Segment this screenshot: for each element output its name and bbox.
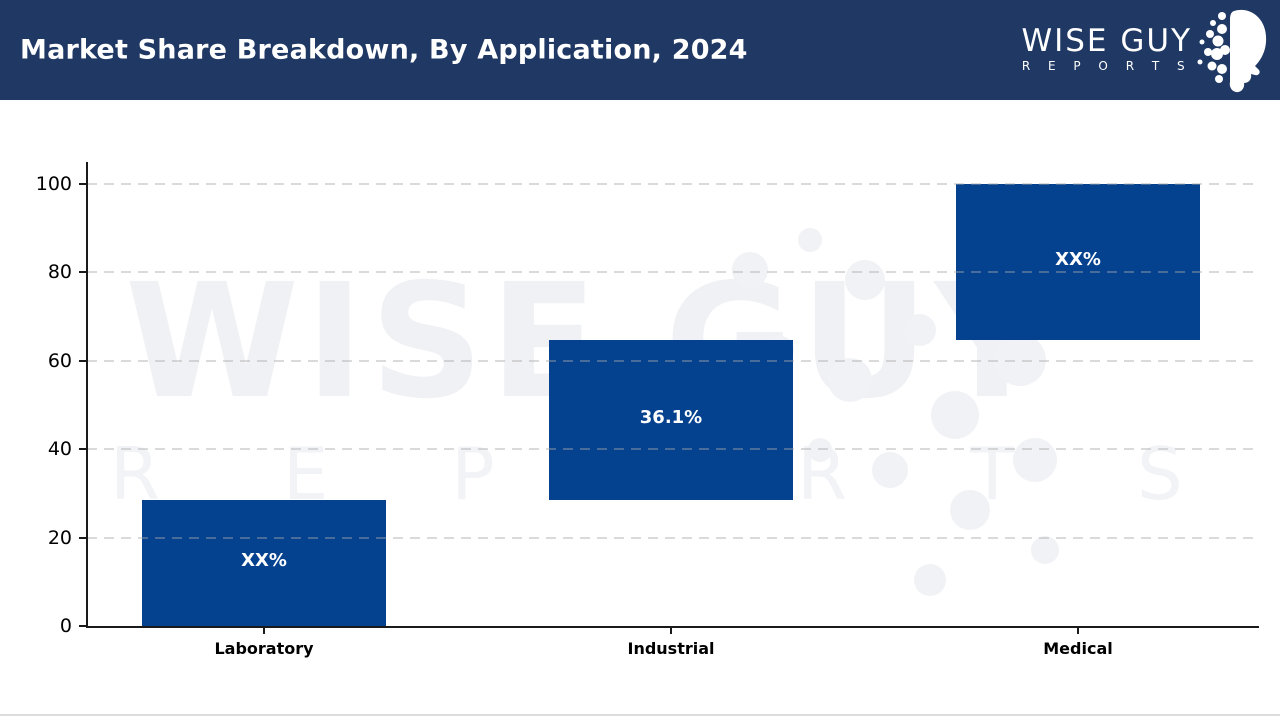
x-tick-laboratory (263, 628, 265, 634)
grid-layer (0, 100, 1280, 720)
axes-layer (0, 100, 1280, 720)
y-tick-label-80: 80 (47, 261, 72, 284)
bar-industrial (549, 340, 793, 500)
y-tick-label-20: 20 (47, 526, 72, 549)
x-axis-label-laboratory: Laboratory (214, 639, 314, 658)
brand-logo: WISE GUY R E P O R T S (1010, 0, 1270, 100)
x-tick-industrial (670, 628, 672, 634)
logo-wordmark: WISE GUY R E P O R T S (1021, 24, 1192, 73)
gridline-80 (87, 271, 1257, 274)
bottom-divider (0, 714, 1280, 716)
bars-layer (0, 100, 1280, 720)
labels-layer: 0 20 40 60 80 100 XX% Laboratory 36.1% Industrial… (0, 100, 1280, 720)
gridline-40 (87, 448, 1257, 451)
header: Market Share Breakdown, By Application, … (0, 0, 1280, 100)
gridline-20 (87, 536, 1257, 539)
y-axis (86, 162, 88, 628)
bar-value-label-medical: XX% (1055, 249, 1101, 271)
chart-area: WISE GUY R E P O R T S 020406080100XX%La… (0, 100, 1280, 720)
x-axis-label-medical: Medical (1043, 639, 1113, 658)
x-axis-label-industrial: Industrial (627, 639, 715, 658)
y-tick-label-60: 60 (47, 349, 72, 372)
y-tick-60 (79, 359, 87, 362)
bar-laboratory (142, 500, 386, 626)
y-tick-20 (79, 536, 87, 539)
x-axis (86, 626, 1259, 628)
y-tick-80 (79, 271, 87, 274)
gridline-100 (87, 183, 1257, 185)
bar-value-label-industrial: 36.1% (639, 407, 703, 429)
logo-wordmark-line2: R E P O R T S (1021, 59, 1192, 73)
logo-wordmark-line1: WISE GUY (1021, 23, 1192, 59)
bar-medical (956, 184, 1200, 341)
x-tick-medical (1077, 628, 1079, 634)
y-tick-label-0: 0 (59, 615, 72, 637)
y-tick-100 (79, 183, 87, 185)
gridline-60 (87, 359, 1257, 362)
y-tick-label-100: 100 (35, 173, 72, 195)
y-tick-0 (79, 625, 87, 627)
y-tick-40 (79, 448, 87, 451)
bar-value-label-laboratory: XX% (241, 550, 287, 571)
y-tick-label-40: 40 (47, 438, 72, 461)
logo-face-icon (1188, 6, 1268, 100)
page-title: Market Share Breakdown, By Application, … (20, 34, 748, 66)
